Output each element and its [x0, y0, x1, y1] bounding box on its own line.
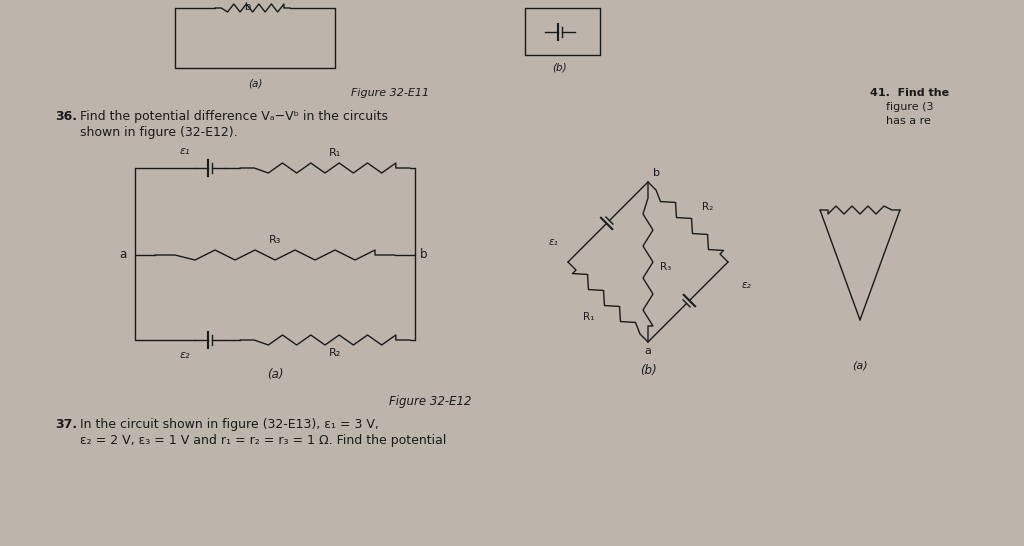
- Text: (a): (a): [266, 368, 284, 381]
- Text: 36.: 36.: [55, 110, 77, 123]
- Text: Figure 32-E11: Figure 32-E11: [351, 88, 429, 98]
- Text: R₃: R₃: [660, 262, 672, 272]
- Text: (b): (b): [640, 364, 656, 377]
- Text: figure (3: figure (3: [886, 102, 934, 112]
- Text: shown in figure (32-E12).: shown in figure (32-E12).: [80, 126, 238, 139]
- Text: ε₂: ε₂: [742, 280, 752, 290]
- Text: a: a: [644, 346, 651, 356]
- Text: b: b: [653, 168, 660, 178]
- Text: (a): (a): [852, 360, 867, 370]
- Text: R₂: R₂: [702, 202, 714, 212]
- Text: R₂: R₂: [329, 348, 341, 358]
- Text: 41.  Find the: 41. Find the: [870, 88, 949, 98]
- Text: b: b: [244, 2, 250, 12]
- Text: Find the potential difference Vₐ−Vᵇ in the circuits: Find the potential difference Vₐ−Vᵇ in t…: [80, 110, 388, 123]
- Text: In the circuit shown in figure (32-E13), ε₁ = 3 V,: In the circuit shown in figure (32-E13),…: [80, 418, 379, 431]
- Text: R₃: R₃: [269, 235, 282, 245]
- Text: (b): (b): [553, 62, 567, 72]
- Text: (a): (a): [248, 78, 262, 88]
- Text: has a re: has a re: [886, 116, 931, 126]
- Text: R₁: R₁: [329, 148, 341, 158]
- Text: ε₁: ε₁: [180, 146, 190, 156]
- Text: b: b: [420, 248, 427, 262]
- Text: ε₁: ε₁: [548, 237, 558, 247]
- Text: 37.: 37.: [55, 418, 77, 431]
- Text: ε₂: ε₂: [180, 350, 190, 360]
- Text: R₁: R₁: [583, 312, 594, 322]
- Text: ε₂ = 2 V, ε₃ = 1 V and r₁ = r₂ = r₃ = 1 Ω. Find the potential: ε₂ = 2 V, ε₃ = 1 V and r₁ = r₂ = r₃ = 1 …: [80, 434, 446, 447]
- Text: a: a: [120, 248, 127, 262]
- Text: Figure 32-E12: Figure 32-E12: [389, 395, 471, 408]
